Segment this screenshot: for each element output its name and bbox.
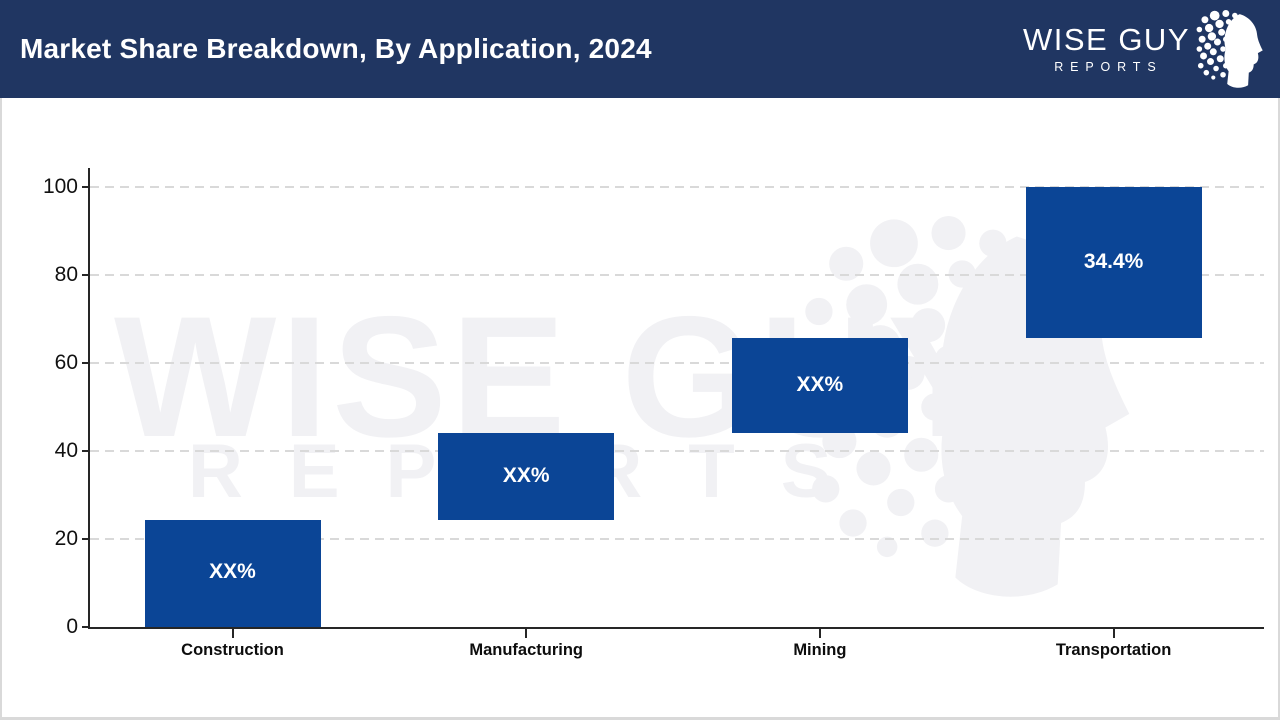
gridline-20 <box>90 538 1264 540</box>
y-tick-label: 20 <box>54 527 78 550</box>
x-tick-label-mining: Mining <box>793 641 847 659</box>
y-tick-label: 100 <box>42 175 78 198</box>
y-tick-mark <box>82 450 90 452</box>
gridline-40 <box>90 450 1264 452</box>
y-tick-label: 40 <box>54 439 78 462</box>
y-tick-label: 60 <box>54 351 78 374</box>
brand-name: WISE GUY <box>1022 22 1190 58</box>
chart-card: WISE GUY REPORTS 020406080100XX%Construc… <box>0 98 1280 720</box>
bar-transportation <box>1025 187 1202 339</box>
y-tick-label: 80 <box>54 263 78 286</box>
gridline-60 <box>90 362 1264 364</box>
y-tick-label: 0 <box>66 615 78 638</box>
y-tick-mark <box>82 274 90 276</box>
x-tick-mark <box>231 629 234 638</box>
x-tick-mark <box>818 629 821 638</box>
x-tick-label-manufacturing: Manufacturing <box>469 641 584 659</box>
bar-value-label: XX% <box>502 463 550 487</box>
x-axis <box>88 627 1264 629</box>
y-tick-mark <box>82 186 90 188</box>
y-tick-mark <box>82 626 90 628</box>
y-tick-mark <box>82 362 90 364</box>
gridline-100 <box>90 186 1264 188</box>
bar-construction <box>144 519 321 627</box>
bar-value-label: XX% <box>209 560 256 584</box>
gridline-80 <box>90 274 1264 276</box>
x-tick-mark <box>525 629 528 638</box>
x-tick-mark <box>1112 629 1115 638</box>
bar-mining <box>731 338 908 434</box>
bar-value-label: 34.4% <box>1083 249 1144 273</box>
bar-value-label: XX% <box>796 372 844 396</box>
brand-logo-text: WISE GUY REPORTS <box>1023 24 1190 74</box>
bar-manufacturing <box>438 433 615 520</box>
y-axis <box>88 168 90 629</box>
x-tick-label-transportation: Transportation <box>1055 641 1172 659</box>
chart-title: Market Share Breakdown, By Application, … <box>20 33 652 64</box>
y-tick-mark <box>82 538 90 540</box>
x-tick-label-construction: Construction <box>181 641 284 659</box>
header-bar: Market Share Breakdown, By Application, … <box>0 0 1280 98</box>
brand-head-icon <box>1194 10 1266 88</box>
brand-logo: WISE GUY REPORTS <box>1023 10 1266 88</box>
brand-subname: REPORTS <box>1054 59 1163 74</box>
